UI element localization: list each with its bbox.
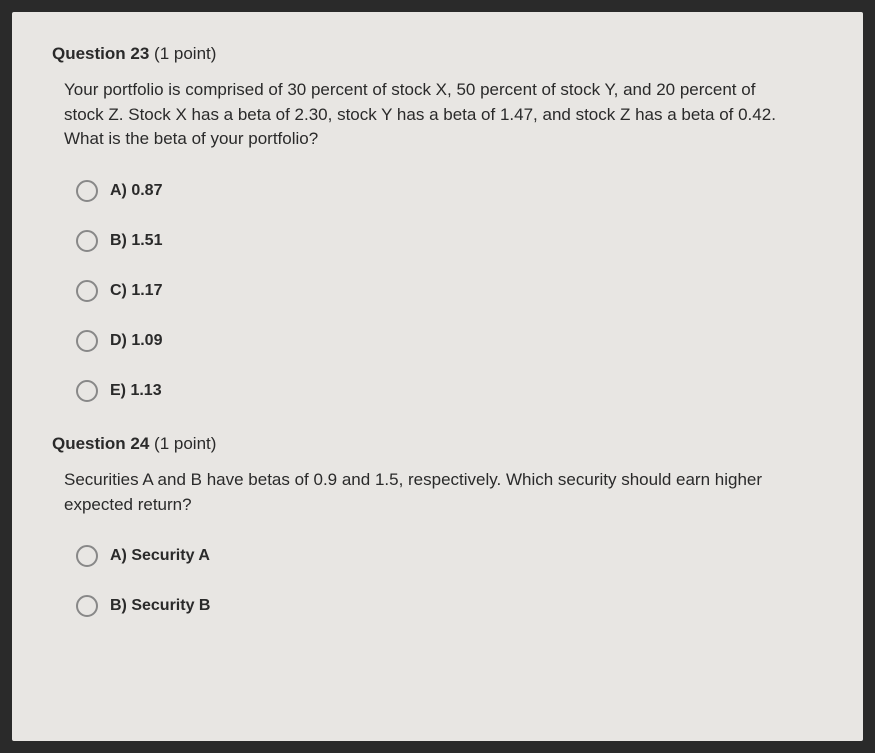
radio-icon[interactable] — [76, 230, 98, 252]
radio-icon[interactable] — [76, 380, 98, 402]
question-number: Question 23 — [52, 44, 149, 63]
option-label: A) Security A — [110, 547, 210, 565]
option-b[interactable]: B) Security B — [76, 595, 823, 617]
question-text: Your portfolio is comprised of 30 percen… — [52, 78, 792, 152]
question-header: Question 23 (1 point) — [52, 44, 823, 64]
option-e[interactable]: E) 1.13 — [76, 380, 823, 402]
option-label: B) Security B — [110, 597, 210, 615]
radio-icon[interactable] — [76, 545, 98, 567]
question-text: Securities A and B have betas of 0.9 and… — [52, 468, 792, 517]
radio-icon[interactable] — [76, 330, 98, 352]
options-list: A) Security A B) Security B — [52, 545, 823, 617]
option-label: A) 0.87 — [110, 182, 162, 200]
radio-icon[interactable] — [76, 595, 98, 617]
option-c[interactable]: C) 1.17 — [76, 280, 823, 302]
option-b[interactable]: B) 1.51 — [76, 230, 823, 252]
radio-icon[interactable] — [76, 180, 98, 202]
quiz-content-area: Question 23 (1 point) Your portfolio is … — [12, 12, 863, 741]
question-block-24: Question 24 (1 point) Securities A and B… — [52, 434, 823, 617]
question-points: (1 point) — [154, 44, 216, 63]
option-label: E) 1.13 — [110, 382, 162, 400]
options-list: A) 0.87 B) 1.51 C) 1.17 D) 1.09 E) 1.13 — [52, 180, 823, 402]
question-block-23: Question 23 (1 point) Your portfolio is … — [52, 44, 823, 402]
option-label: D) 1.09 — [110, 332, 162, 350]
option-a[interactable]: A) Security A — [76, 545, 823, 567]
option-label: C) 1.17 — [110, 282, 162, 300]
question-points: (1 point) — [154, 434, 216, 453]
option-label: B) 1.51 — [110, 232, 162, 250]
option-d[interactable]: D) 1.09 — [76, 330, 823, 352]
option-a[interactable]: A) 0.87 — [76, 180, 823, 202]
radio-icon[interactable] — [76, 280, 98, 302]
question-header: Question 24 (1 point) — [52, 434, 823, 454]
question-number: Question 24 — [52, 434, 149, 453]
